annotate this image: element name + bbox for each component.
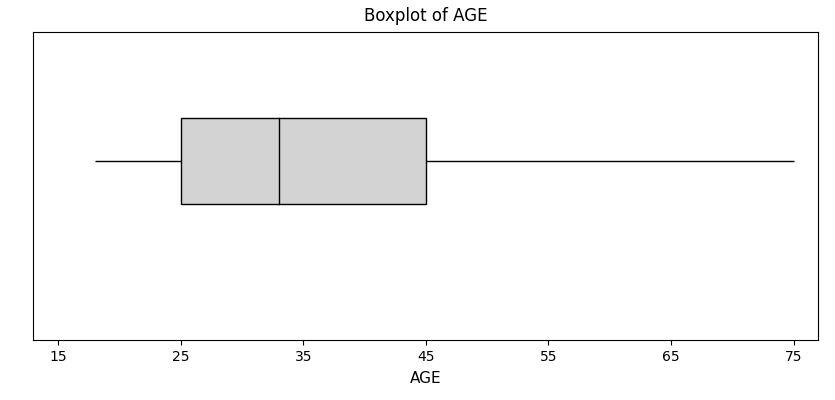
X-axis label: AGE: AGE xyxy=(410,371,442,386)
FancyBboxPatch shape xyxy=(180,118,426,204)
Title: Boxplot of AGE: Boxplot of AGE xyxy=(364,7,488,25)
